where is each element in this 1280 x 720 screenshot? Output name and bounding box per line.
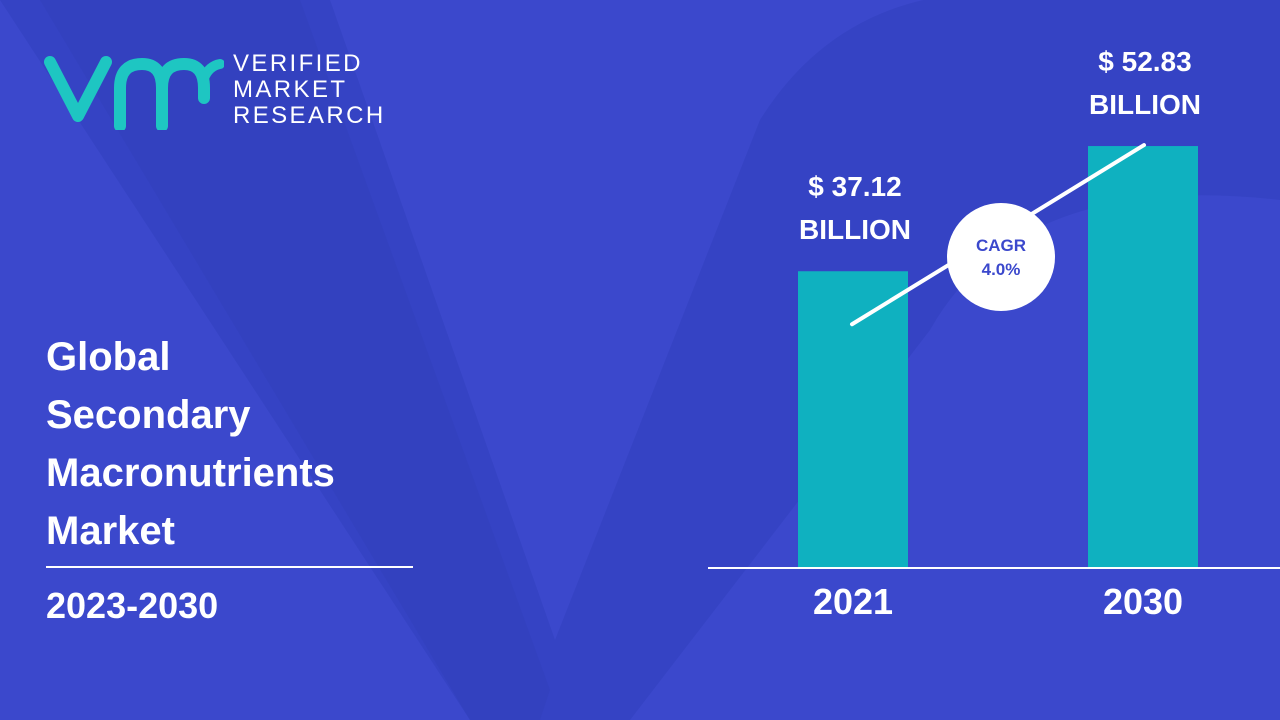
logo-text: VERIFIED MARKET RESEARCH bbox=[233, 51, 386, 129]
bar-2030 bbox=[1088, 146, 1198, 567]
cagr-text-2: 4.0% bbox=[982, 260, 1021, 279]
title-line-4: Market bbox=[46, 509, 175, 553]
bar-2021 bbox=[798, 271, 908, 567]
vmr-logo: VERIFIED MARKET RESEARCH bbox=[44, 48, 404, 132]
title-line-1: Global bbox=[46, 335, 171, 379]
cagr-text-1: CAGR bbox=[976, 236, 1026, 255]
forecast-period: 2023-2030 bbox=[46, 585, 219, 626]
vmr-logo-mark bbox=[44, 56, 224, 130]
title-divider bbox=[46, 566, 413, 568]
data-label-2021-2: BILLION bbox=[799, 214, 911, 245]
logo-line-3: RESEARCH bbox=[233, 102, 386, 129]
x-tick-2021: 2021 bbox=[813, 581, 893, 622]
title-line-3: Macronutrients bbox=[46, 451, 335, 495]
report-title: Global Secondary Macronutrients Market bbox=[46, 328, 436, 560]
data-label-2030-2: BILLION bbox=[1089, 89, 1201, 120]
logo-line-2: MARKET bbox=[233, 76, 348, 103]
data-label-2030-1: $ 52.83 bbox=[1098, 46, 1191, 77]
logo-line-1: VERIFIED bbox=[233, 50, 363, 77]
title-line-2: Secondary bbox=[46, 393, 251, 437]
data-label-2021-1: $ 37.12 bbox=[808, 171, 901, 202]
x-tick-2030: 2030 bbox=[1103, 581, 1183, 622]
cagr-badge bbox=[947, 203, 1055, 311]
